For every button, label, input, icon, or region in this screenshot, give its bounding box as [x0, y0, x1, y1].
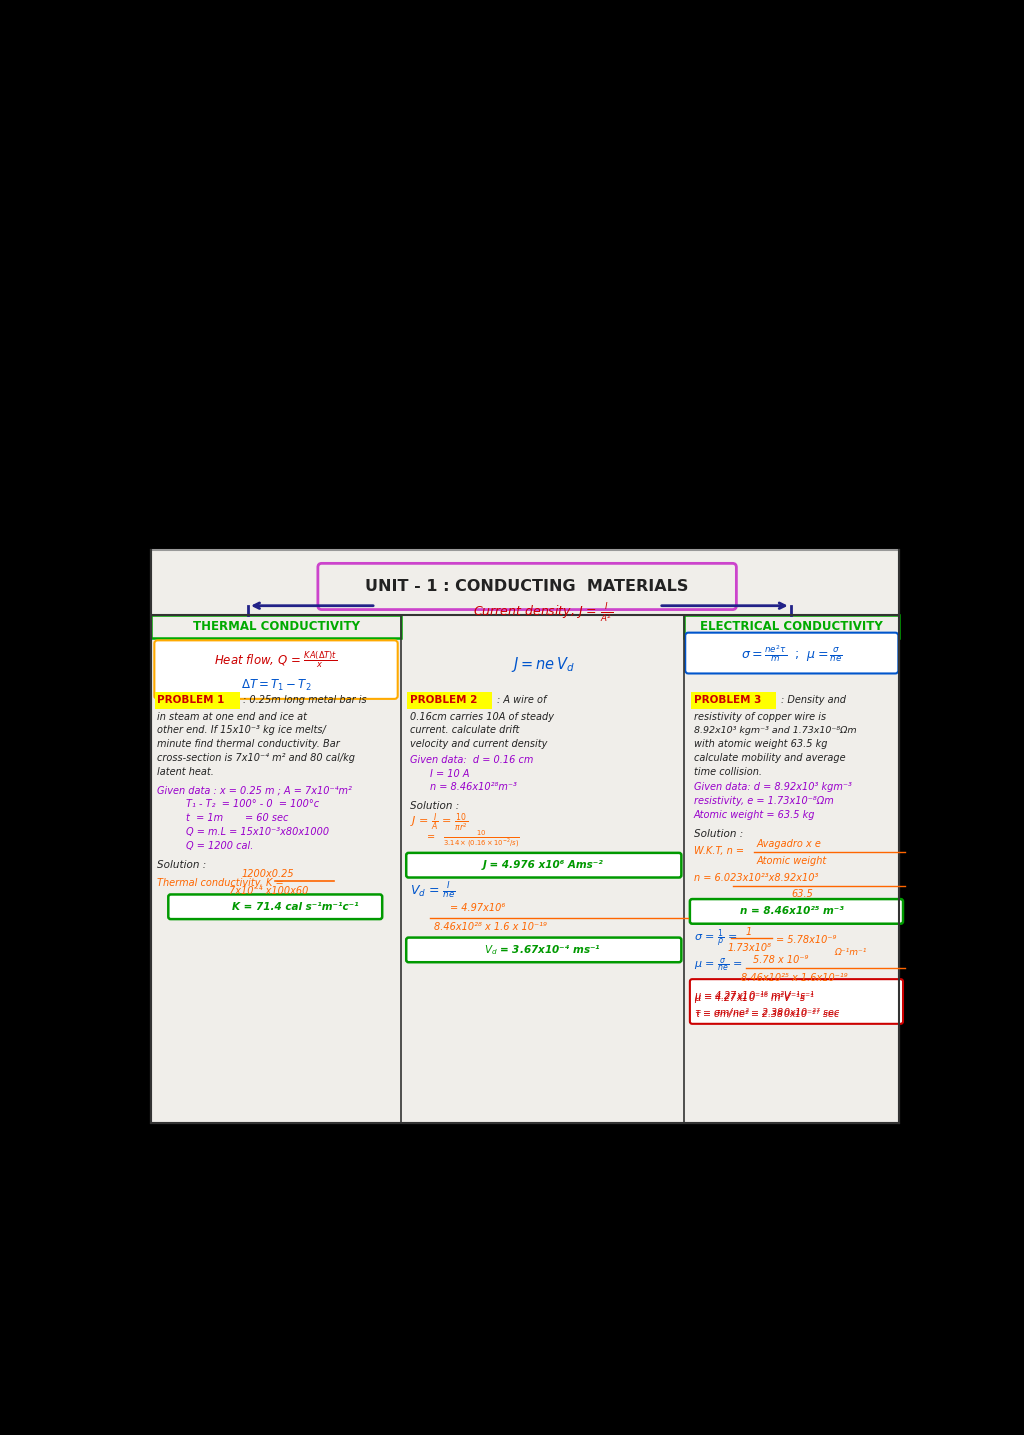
- Text: ELECTRICAL CONDUCTIVITY: ELECTRICAL CONDUCTIVITY: [700, 620, 883, 633]
- Text: Avagadro x e: Avagadro x e: [757, 839, 821, 850]
- Text: $\Delta T = T_1 - T_2$: $\Delta T = T_1 - T_2$: [241, 679, 311, 693]
- Text: n = 8.46x10²⁵ m⁻³: n = 8.46x10²⁵ m⁻³: [740, 907, 844, 917]
- Text: 5.78 x 10⁻⁹: 5.78 x 10⁻⁹: [753, 954, 808, 964]
- Text: resistivity, e = 1.73x10⁻⁸Ωm: resistivity, e = 1.73x10⁻⁸Ωm: [693, 796, 834, 806]
- Text: Heat flow, Q = $\frac{KA(\Delta T)t}{x}$: Heat flow, Q = $\frac{KA(\Delta T)t}{x}$: [214, 650, 338, 670]
- Text: PROBLEM 2: PROBLEM 2: [410, 696, 477, 706]
- Text: 8.92x10³ kgm⁻³ and 1.73x10⁻⁸Ωm: 8.92x10³ kgm⁻³ and 1.73x10⁻⁸Ωm: [693, 726, 856, 735]
- Text: Atomic weight: Atomic weight: [757, 857, 826, 867]
- Text: PROBLEM 1: PROBLEM 1: [157, 696, 224, 706]
- Text: Q = 1200 cal.: Q = 1200 cal.: [186, 841, 254, 851]
- FancyBboxPatch shape: [407, 852, 681, 878]
- Text: $\tau$ = $\sigma$m/ne² = 2.380x10⁻²⁷ sec: $\tau$ = $\sigma$m/ne² = 2.380x10⁻²⁷ sec: [693, 1006, 840, 1017]
- FancyBboxPatch shape: [168, 894, 382, 918]
- Text: $\mu$ = $\frac{\sigma}{ne}$ =: $\mu$ = $\frac{\sigma}{ne}$ =: [693, 957, 742, 974]
- Text: cross-section is 7x10⁻⁴ m² and 80 cal/kg: cross-section is 7x10⁻⁴ m² and 80 cal/kg: [157, 753, 354, 763]
- Text: : Density and: : Density and: [780, 696, 846, 706]
- Text: $\mu$ = 4.27x10⁻¹⁶ m²V⁻¹s⁻¹: $\mu$ = 4.27x10⁻¹⁶ m²V⁻¹s⁻¹: [693, 989, 815, 1003]
- Text: Thermal conductivity, K =: Thermal conductivity, K =: [157, 878, 284, 888]
- FancyBboxPatch shape: [155, 640, 397, 699]
- Text: 7x10⁻⁴ x100x60: 7x10⁻⁴ x100x60: [228, 885, 308, 895]
- Text: $\mu$ = 4.27x10⁻¹⁶ m²V⁻¹s⁻¹: $\mu$ = 4.27x10⁻¹⁶ m²V⁻¹s⁻¹: [693, 992, 815, 1006]
- Text: W.K.T, n =: W.K.T, n =: [693, 845, 743, 855]
- Text: Solution :: Solution :: [410, 801, 460, 811]
- Text: Given data : x = 0.25 m ; A = 7x10⁻⁴m²: Given data : x = 0.25 m ; A = 7x10⁻⁴m²: [157, 785, 351, 795]
- Text: minute find thermal conductivity. Bar: minute find thermal conductivity. Bar: [157, 739, 339, 749]
- FancyBboxPatch shape: [407, 692, 493, 709]
- Text: Given data: d = 8.92x10³ kgm⁻³: Given data: d = 8.92x10³ kgm⁻³: [693, 782, 852, 792]
- Text: Atomic weight = 63.5 kg: Atomic weight = 63.5 kg: [693, 811, 815, 821]
- FancyBboxPatch shape: [690, 979, 903, 1023]
- Text: time collision.: time collision.: [693, 768, 762, 776]
- Text: 0.16cm carries 10A of steady: 0.16cm carries 10A of steady: [410, 712, 554, 722]
- Text: $\sigma = \frac{ne^2\tau}{m}$  ;  $\mu = \frac{\sigma}{ne}$: $\sigma = \frac{ne^2\tau}{m}$ ; $\mu = \…: [740, 643, 843, 664]
- Text: 8.46x10²⁵ x 1.6x10⁻¹⁹: 8.46x10²⁵ x 1.6x10⁻¹⁹: [741, 973, 848, 983]
- FancyBboxPatch shape: [690, 692, 776, 709]
- Text: Q = m.L = 15x10⁻³x80x1000: Q = m.L = 15x10⁻³x80x1000: [186, 827, 330, 837]
- Text: T₁ - T₂  = 100° - 0  = 100°c: T₁ - T₂ = 100° - 0 = 100°c: [186, 799, 319, 809]
- Text: t  = 1m       = 60 sec: t = 1m = 60 sec: [186, 814, 289, 824]
- Text: : A wire of: : A wire of: [497, 696, 546, 706]
- Text: J = 4.976 x10⁶ Ams⁻²: J = 4.976 x10⁶ Ams⁻²: [482, 860, 603, 870]
- Text: $\tau$ = $\sigma$m/ne² = 2.380x10⁻²⁷ sec: $\tau$ = $\sigma$m/ne² = 2.380x10⁻²⁷ sec: [693, 1009, 840, 1019]
- FancyBboxPatch shape: [407, 937, 681, 963]
- Text: n = 8.46x10²⁸m⁻³: n = 8.46x10²⁸m⁻³: [430, 782, 517, 792]
- Text: Solution :: Solution :: [157, 860, 206, 870]
- FancyBboxPatch shape: [684, 616, 899, 639]
- Text: =   $\frac{10}{3.14\times(0.16\times10^{-2}/s)}$: = $\frac{10}{3.14\times(0.16\times10^{-2…: [426, 829, 520, 851]
- Text: in steam at one end and ice at: in steam at one end and ice at: [157, 712, 306, 722]
- Text: 1: 1: [745, 927, 752, 937]
- FancyBboxPatch shape: [152, 616, 400, 639]
- Text: $V_d$ = $\frac{I}{ne}$: $V_d$ = $\frac{I}{ne}$: [410, 880, 456, 901]
- Text: n = 6.023x10²³x8.92x10³: n = 6.023x10²³x8.92x10³: [693, 874, 818, 884]
- Text: 8.46x10²⁸ x 1.6 x 10⁻¹⁹: 8.46x10²⁸ x 1.6 x 10⁻¹⁹: [434, 921, 547, 931]
- Text: Given data:  d = 0.16 cm: Given data: d = 0.16 cm: [410, 755, 534, 765]
- Text: calculate mobility and average: calculate mobility and average: [693, 753, 846, 763]
- Text: latent heat.: latent heat.: [157, 768, 214, 776]
- Text: I = 10 A: I = 10 A: [430, 769, 470, 779]
- Text: current. calculate drift: current. calculate drift: [410, 726, 519, 736]
- Text: UNIT - 1 : CONDUCTING  MATERIALS: UNIT - 1 : CONDUCTING MATERIALS: [366, 578, 689, 594]
- Text: 1.73x10⁸: 1.73x10⁸: [728, 943, 772, 953]
- Text: = 4.97x10⁶: = 4.97x10⁶: [450, 903, 505, 913]
- Text: $\sigma$ = $\frac{1}{\rho}$ =: $\sigma$ = $\frac{1}{\rho}$ =: [693, 927, 737, 950]
- Text: velocity and current density: velocity and current density: [410, 739, 548, 749]
- Text: K = 71.4 cal s⁻¹m⁻¹c⁻¹: K = 71.4 cal s⁻¹m⁻¹c⁻¹: [232, 901, 358, 911]
- Text: PROBLEM 3: PROBLEM 3: [693, 696, 761, 706]
- Text: other end. If 15x10⁻³ kg ice melts/: other end. If 15x10⁻³ kg ice melts/: [157, 726, 326, 736]
- Text: J = $\frac{I}{A}$ = $\frac{10}{\pi r^2}$: J = $\frac{I}{A}$ = $\frac{10}{\pi r^2}$: [410, 811, 469, 834]
- FancyBboxPatch shape: [155, 692, 241, 709]
- FancyBboxPatch shape: [685, 633, 898, 673]
- Text: Solution :: Solution :: [693, 829, 743, 839]
- Text: $V_d$ = 3.67x10⁻⁴ ms⁻¹: $V_d$ = 3.67x10⁻⁴ ms⁻¹: [484, 943, 601, 957]
- FancyBboxPatch shape: [152, 550, 899, 1124]
- Text: = 5.78x10⁻⁹: = 5.78x10⁻⁹: [776, 934, 837, 944]
- Text: with atomic weight 63.5 kg: with atomic weight 63.5 kg: [693, 739, 827, 749]
- Text: 1200x0.25: 1200x0.25: [242, 868, 295, 878]
- Text: resistivity of copper wire is: resistivity of copper wire is: [693, 712, 826, 722]
- Text: $J = ne\,V_d$: $J = ne\,V_d$: [511, 656, 574, 674]
- Text: THERMAL CONDUCTIVITY: THERMAL CONDUCTIVITY: [193, 620, 359, 633]
- Text: 63.5: 63.5: [792, 888, 813, 898]
- Text: : 0.25m long metal bar is: : 0.25m long metal bar is: [244, 696, 367, 706]
- Text: Current density, J = $\frac{I}{A^2}$: Current density, J = $\frac{I}{A^2}$: [473, 601, 612, 626]
- FancyBboxPatch shape: [690, 900, 903, 924]
- FancyBboxPatch shape: [317, 564, 736, 610]
- Text: Ω⁻¹m⁻¹: Ω⁻¹m⁻¹: [834, 947, 866, 957]
